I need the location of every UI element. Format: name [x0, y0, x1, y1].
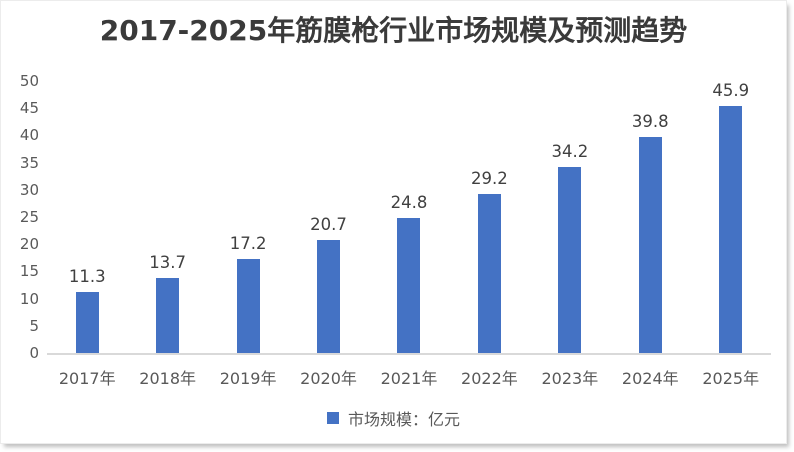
bar-value-label: 20.7 — [310, 215, 347, 235]
bar-slot: 39.8 — [610, 81, 690, 353]
x-tick-label: 2023年 — [541, 369, 599, 388]
y-tick-label: 5 — [29, 316, 39, 335]
bar — [558, 166, 582, 353]
legend-label: 市场规模：亿元 — [347, 410, 460, 429]
plot-area: 0 5 10 15 20 25 30 35 40 45 50 11.3 13.7 17.2 20.7 24.… — [1, 73, 786, 361]
x-tick-label: 2025年 — [702, 369, 760, 388]
bar-value-label: 45.9 — [712, 81, 750, 100]
y-tick-label: 15 — [19, 262, 39, 281]
y-tick-label: 20 — [19, 235, 39, 254]
x-tick-label: 2017年 — [58, 369, 116, 388]
x-tick-label: 2018年 — [139, 369, 197, 388]
bar-slot: 45.9 — [691, 81, 771, 353]
bar-slot: 13.7 — [127, 81, 207, 353]
y-tick-label: 0 — [29, 344, 39, 362]
bar-value-label: 34.2 — [551, 141, 589, 161]
x-axis: 2017年 2018年 2019年 2020年 2021年 2022年 2023年 2024年… — [47, 365, 771, 389]
bar-slot: 17.2 — [208, 81, 288, 353]
bar-slot: 34.2 — [530, 81, 610, 353]
x-tick-label: 2021年 — [380, 369, 438, 388]
y-tick-label: 50 — [19, 72, 39, 90]
chart-title: 2017-2025年筋膜枪行业市场规模及预测趋势 — [99, 14, 688, 47]
bar — [477, 194, 501, 353]
bar — [75, 291, 99, 353]
bar — [236, 259, 260, 353]
x-tick-label: 2020年 — [300, 369, 357, 388]
bar-value-label: 11.3 — [68, 266, 106, 286]
x-tick-label: 2024年 — [621, 369, 679, 388]
bar — [397, 218, 421, 353]
bar — [317, 240, 341, 353]
bar-slot: 11.3 — [47, 81, 127, 353]
legend: 市场规模：亿元 — [1, 406, 786, 430]
y-tick-label: 35 — [19, 153, 39, 172]
x-axis-line — [47, 353, 771, 355]
bar-value-label: 39.8 — [631, 111, 669, 131]
bar-slot: 29.2 — [449, 81, 529, 353]
bar-slot: 20.7 — [288, 81, 368, 353]
bar-slot: 24.8 — [369, 81, 449, 353]
chart-card: 2017-2025年筋膜枪行业市场规模及预测趋势 0 5 10 15 20 25 30 35 4… — [0, 0, 787, 444]
x-tick-label: 2019年 — [219, 369, 277, 388]
bar-value-label: 24.8 — [390, 193, 428, 213]
bar — [638, 136, 662, 353]
y-tick-label: 45 — [19, 99, 39, 118]
bar-value-label: 13.7 — [149, 253, 187, 273]
bar-value-label: 29.2 — [471, 169, 508, 189]
bar-value-label: 17.2 — [229, 234, 267, 254]
bars-row: 11.3 13.7 17.2 20.7 24.8 29.2 34.2 39.8 45.9 — [47, 81, 771, 353]
x-tick-label: 2022年 — [461, 369, 518, 388]
legend-swatch-icon — [326, 412, 339, 424]
y-tick-label: 30 — [19, 180, 39, 199]
y-tick-label: 25 — [19, 208, 39, 226]
y-axis: 0 5 10 15 20 25 30 35 40 45 50 — [1, 73, 39, 361]
y-tick-label: 40 — [19, 126, 39, 145]
bar — [156, 278, 180, 353]
y-tick-label: 10 — [19, 289, 39, 308]
bar — [719, 106, 743, 353]
